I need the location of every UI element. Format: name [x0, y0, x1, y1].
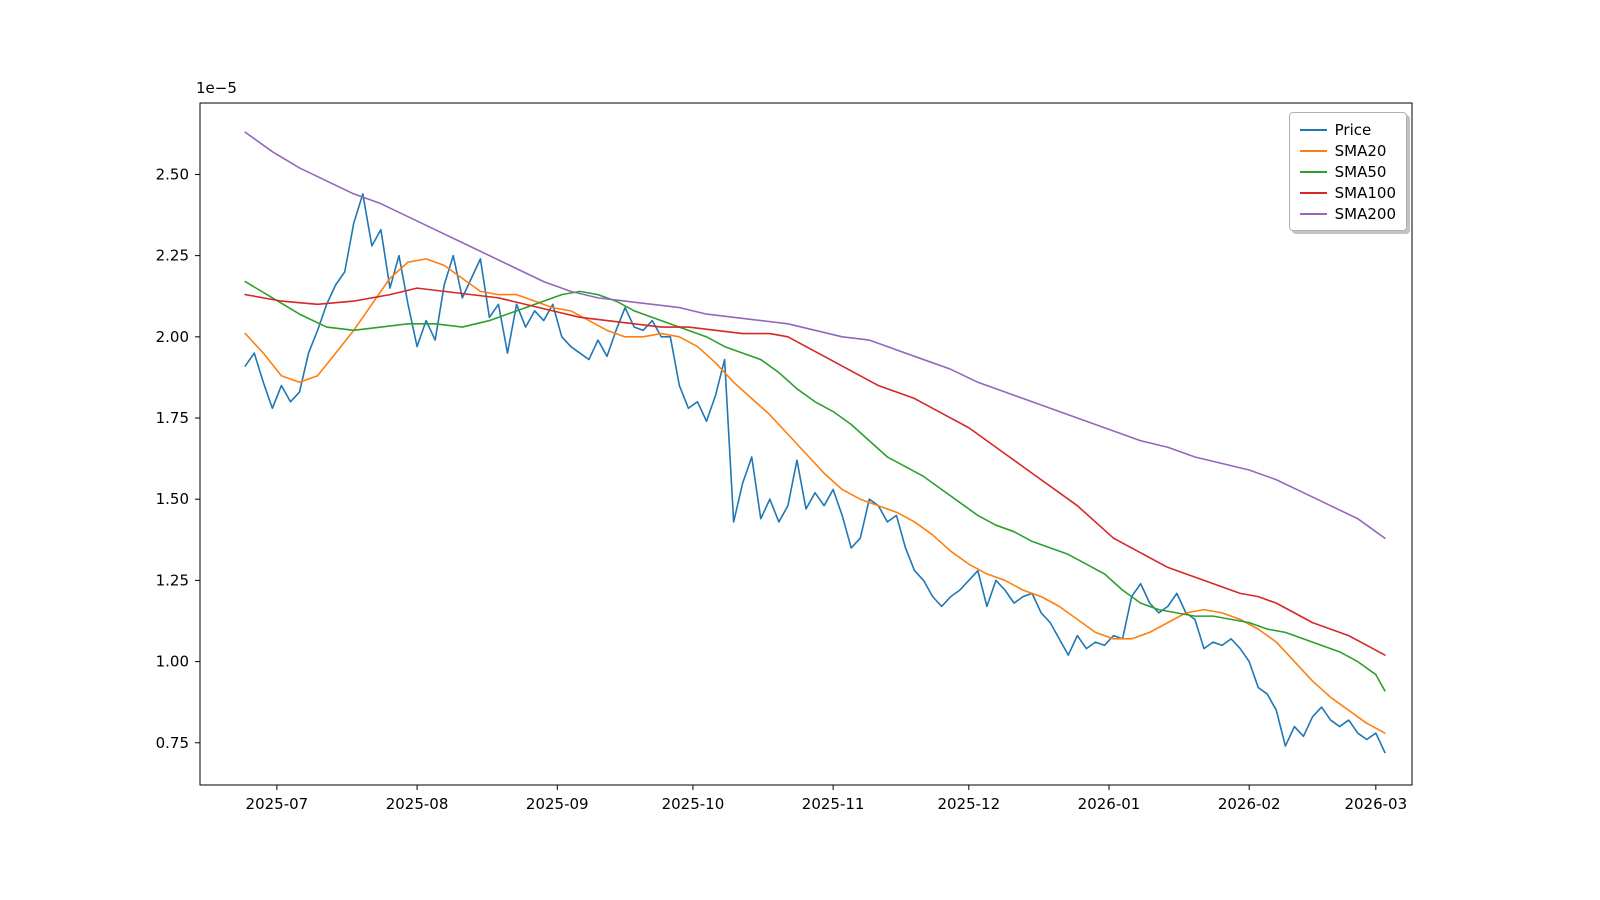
y-tick-label: 1.25	[156, 571, 189, 589]
legend-line-sample	[1299, 170, 1327, 173]
legend-item-sma100: SMA100	[1299, 182, 1396, 203]
y-tick-label: 2.25	[156, 247, 189, 265]
legend-line-sample	[1299, 191, 1327, 194]
legend-item-sma200: SMA200	[1299, 203, 1396, 224]
y-tick-label: 2.50	[156, 165, 189, 183]
series-line-sma200	[244, 131, 1386, 539]
series-line-sma20	[244, 258, 1386, 734]
legend: Price SMA20 SMA50 SMA100 SMA200	[1288, 112, 1407, 231]
legend-line-sample	[1299, 149, 1327, 152]
y-tick-label: 1.50	[156, 490, 189, 508]
legend-line-sample	[1299, 212, 1327, 215]
y-tick-label: 2.00	[156, 328, 189, 346]
x-tick-label: 2025-10	[662, 795, 725, 813]
y-tick-label: 1.00	[156, 653, 189, 671]
y-axis-offset-label: 1e−5	[196, 79, 237, 97]
x-tick-label: 2025-08	[386, 795, 449, 813]
series-line-price	[244, 193, 1386, 754]
series-line-sma100	[244, 287, 1386, 656]
legend-label: SMA50	[1334, 162, 1387, 181]
legend-item-price: Price	[1299, 119, 1396, 140]
y-tick-label: 0.75	[156, 734, 189, 752]
x-tick-label: 2025-11	[802, 795, 865, 813]
plot-border	[199, 102, 1413, 786]
legend-label: SMA20	[1334, 141, 1387, 160]
y-tick-label: 1.75	[156, 409, 189, 427]
x-tick-label: 2025-09	[526, 795, 589, 813]
legend-label: Price	[1334, 120, 1372, 139]
x-tick-label: 2025-12	[937, 795, 1000, 813]
x-tick-label: 2026-03	[1344, 795, 1407, 813]
x-tick-label: 2025-07	[246, 795, 309, 813]
x-tick-label: 2026-02	[1218, 795, 1281, 813]
x-tick-label: 2026-01	[1078, 795, 1141, 813]
legend-item-sma20: SMA20	[1299, 140, 1396, 161]
legend-label: SMA100	[1334, 183, 1396, 202]
series-line-sma50	[244, 280, 1386, 692]
legend-item-sma50: SMA50	[1299, 161, 1396, 182]
legend-label: SMA200	[1334, 204, 1396, 223]
legend-line-sample	[1299, 128, 1327, 131]
